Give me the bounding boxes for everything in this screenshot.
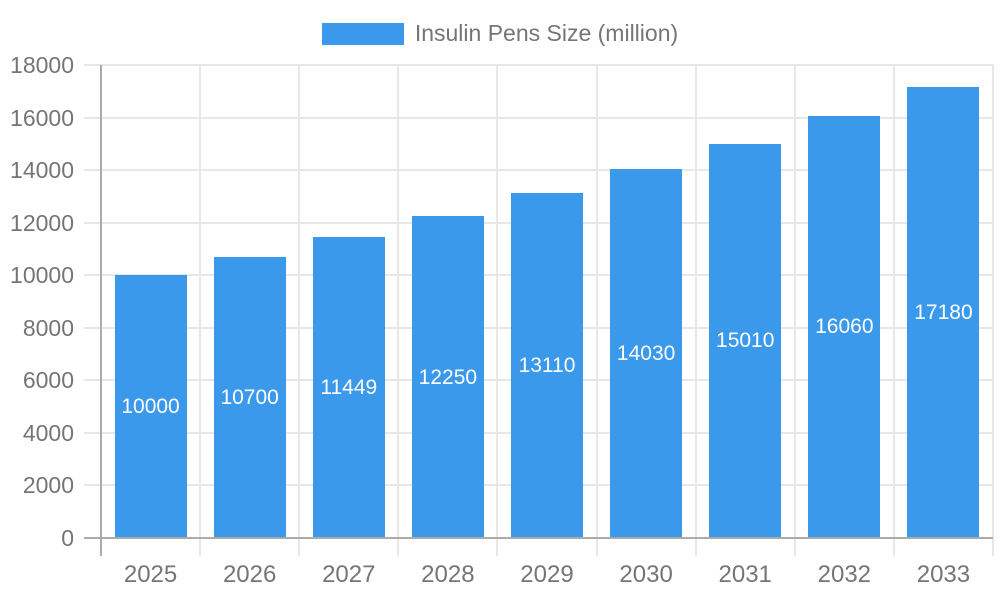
y-tick (84, 431, 101, 434)
y-axis-label: 8000 (22, 314, 74, 341)
legend-label: Insulin Pens Size (million) (414, 20, 679, 46)
y-axis-label: 12000 (10, 209, 74, 236)
bar-value-label: 10000 (121, 395, 180, 419)
y-axis-label: 14000 (10, 157, 74, 184)
h-gridline (101, 64, 993, 66)
v-gridline (793, 65, 796, 556)
bar[interactable]: 16060 (808, 115, 881, 538)
v-gridline (397, 65, 400, 556)
x-axis-label: 2030 (619, 561, 673, 588)
y-tick (84, 64, 101, 66)
bar[interactable]: 17180 (907, 86, 980, 538)
bar-value-label: 17180 (914, 300, 973, 324)
bar[interactable]: 11449 (312, 237, 385, 538)
bar-value-label: 15010 (716, 329, 775, 353)
y-tick (84, 484, 101, 487)
plot-area: 0 2000 4000 6000 8000 10000 12000 14000 16000 180… (10, 53, 994, 588)
y-tick (84, 379, 101, 382)
y-tick (84, 169, 101, 172)
y-axis-label: 18000 (10, 52, 74, 78)
x-axis-label: 2025 (123, 561, 178, 588)
v-gridline (595, 65, 598, 556)
y-axis-label: 0 (61, 525, 74, 551)
y-tick (84, 274, 101, 277)
x-axis-label: 2026 (222, 561, 277, 588)
legend-swatch-icon (321, 22, 404, 45)
bar-value-label: 14030 (616, 342, 676, 366)
bar-value-label: 16060 (815, 315, 874, 339)
v-gridline (199, 65, 202, 556)
y-axis-label: 2000 (22, 472, 74, 499)
y-tick (84, 326, 101, 329)
y-axis-label: 4000 (22, 419, 74, 446)
x-axis-line (84, 537, 993, 539)
y-axis-line (100, 65, 102, 556)
bar[interactable]: 10000 (114, 275, 187, 538)
x-axis-label: 2032 (817, 561, 872, 588)
bar[interactable]: 10700 (213, 256, 286, 538)
x-axis-label: 2029 (520, 561, 574, 588)
bar-value-label: 12250 (418, 365, 478, 389)
y-tick (84, 116, 101, 119)
y-axis-label: 16000 (10, 104, 74, 131)
bar-value-label: 13110 (518, 354, 576, 378)
x-axis-label: 2028 (421, 561, 475, 588)
bar-value-label: 10700 (220, 385, 279, 409)
bar[interactable]: 15010 (709, 143, 782, 538)
h-gridline (101, 116, 993, 119)
v-gridline (892, 65, 895, 556)
v-gridline (992, 65, 994, 556)
h-gridline (101, 169, 993, 172)
bar[interactable]: 13110 (511, 193, 583, 538)
x-axis-label: 2033 (916, 561, 971, 588)
bar[interactable]: 12250 (411, 216, 484, 538)
legend[interactable]: Insulin Pens Size (million) (0, 20, 1000, 47)
y-axis-label: 6000 (22, 367, 74, 394)
bar-value-label: 11449 (320, 376, 378, 400)
v-gridline (298, 65, 301, 556)
bar[interactable]: 14030 (610, 169, 683, 538)
v-gridline (694, 65, 697, 556)
y-axis-label: 10000 (10, 262, 74, 289)
v-gridline (496, 65, 499, 556)
y-tick (84, 221, 101, 224)
x-axis-label: 2031 (718, 561, 772, 588)
x-axis-label: 2027 (322, 561, 376, 588)
